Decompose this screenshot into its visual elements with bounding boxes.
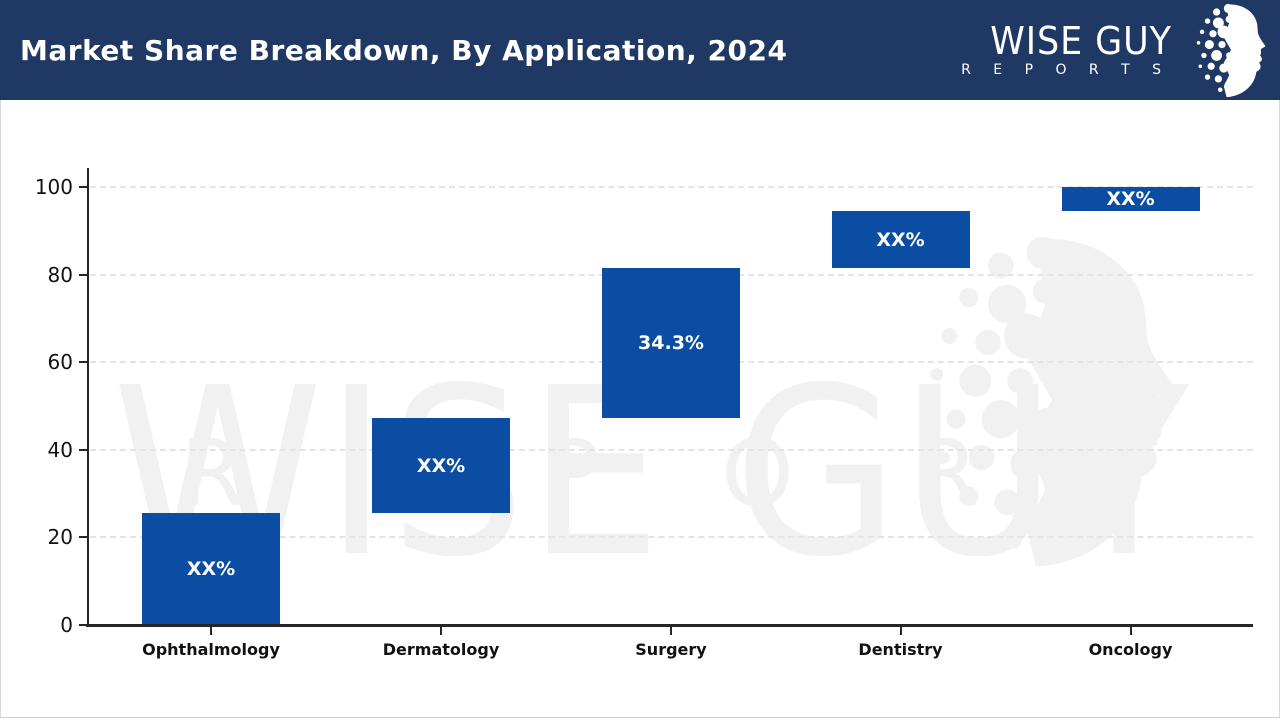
y-tick-label: 40: [47, 437, 73, 462]
waterfall-chart: 0 20 40 60 80 100 XX% Ophthalmology XX% Dermatolo…: [0, 100, 1280, 720]
y-axis-line: [87, 168, 89, 627]
category-label-dermatology: Dermatology: [382, 640, 500, 659]
category-label-surgery: Surgery: [635, 640, 707, 659]
category-label-dentistry: Dentistry: [858, 640, 943, 659]
bar-value-label: XX%: [1106, 188, 1155, 211]
brand-logo: WISE GUY R E P O R T S: [961, 0, 1268, 100]
watermark-head-icon: [930, 236, 1174, 567]
y-tick-mark-20: [79, 536, 87, 539]
category-label-oncology: Oncology: [1088, 640, 1173, 659]
y-tick-mark-80: [79, 273, 87, 276]
brand-head-icon: [1196, 3, 1266, 97]
y-tick-label: 100: [34, 175, 73, 199]
bar-surgery: 34.3%: [602, 268, 740, 419]
x-tick-mark: [210, 627, 212, 635]
y-tick-label: 80: [47, 262, 73, 287]
x-tick-mark: [1129, 627, 1132, 635]
x-tick-mark: [899, 627, 902, 635]
y-tick-mark-40: [79, 448, 87, 451]
category-label-ophthalmology: Ophthalmology: [142, 640, 280, 659]
bar-dentistry: XX%: [831, 211, 970, 269]
y-tick-mark-60: [79, 361, 87, 364]
gridline-40: [90, 448, 1253, 451]
y-tick-label: 60: [47, 350, 73, 375]
bar-value-label: XX%: [416, 454, 466, 477]
y-tick-mark-0: [79, 624, 87, 626]
bar-oncology: XX%: [1061, 187, 1200, 212]
header-bar: Market Share Breakdown, By Application, …: [0, 0, 1280, 100]
bar-value-label: 34.3%: [638, 332, 704, 355]
y-tick-label: 20: [47, 525, 73, 550]
x-tick-mark: [670, 627, 672, 635]
x-axis-line: [86, 624, 1253, 627]
y-tick-label: 0: [60, 613, 73, 637]
brand-logo-subtext: R E P O R T S: [961, 62, 1170, 78]
brand-logo-text: WISE GUY R E P O R T S: [961, 22, 1172, 78]
gridline-100: [90, 186, 1253, 188]
page-title: Market Share Breakdown, By Application, …: [20, 33, 788, 67]
bar-value-label: XX%: [876, 228, 925, 251]
bar-dermatology: XX%: [372, 418, 510, 513]
x-tick-mark: [440, 627, 442, 635]
bar-value-label: XX%: [186, 557, 236, 580]
brand-logo-wordmark: WISE GUY: [990, 19, 1172, 63]
bar-ophthalmology: XX%: [142, 512, 280, 625]
y-tick-mark-100: [79, 186, 87, 188]
gridline-20: [90, 536, 1253, 539]
